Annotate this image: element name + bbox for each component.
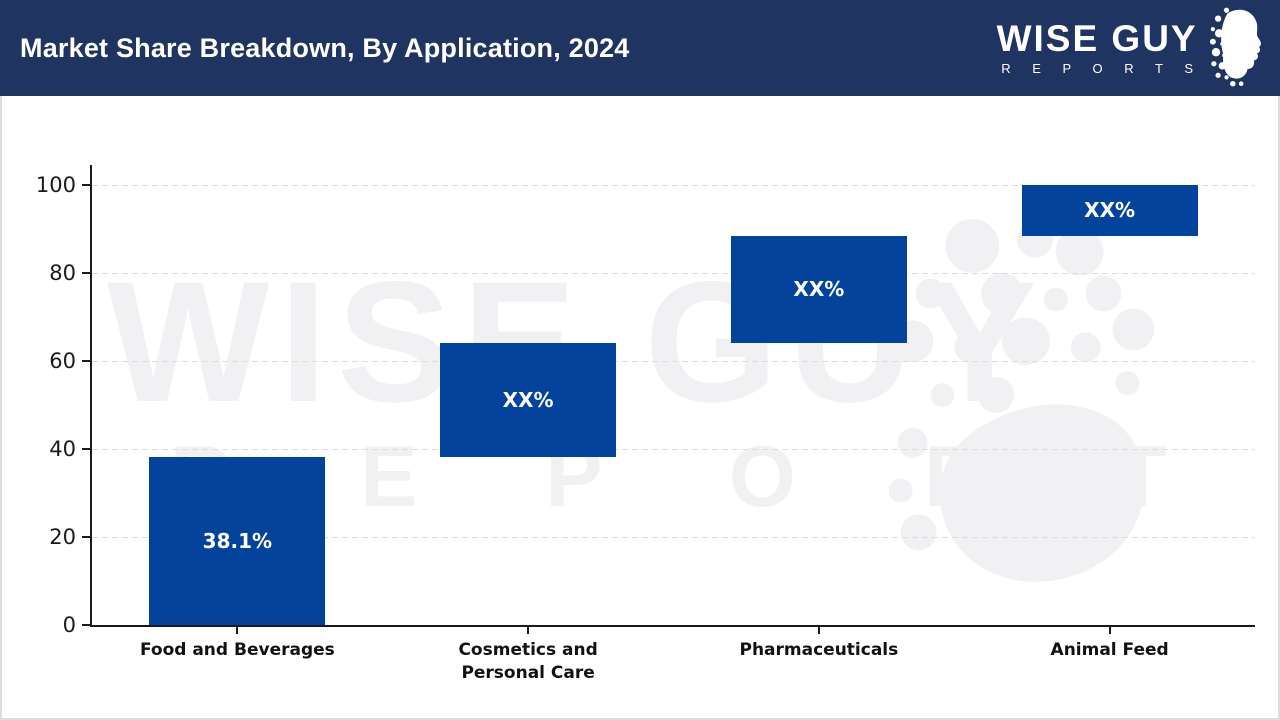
grid-line xyxy=(92,184,1255,186)
y-tick-label: 100 xyxy=(35,172,76,197)
bar-segment: XX% xyxy=(1021,184,1198,236)
y-tick-label: 20 xyxy=(49,524,76,549)
x-tick xyxy=(527,627,530,634)
head-profile-icon xyxy=(1209,7,1261,87)
header-bar: Market Share Breakdown, By Application, … xyxy=(0,0,1280,96)
x-category-label: Pharmaceuticals xyxy=(739,640,899,660)
x-category-label: Food and Beverages xyxy=(139,640,335,660)
x-category-label: Animal Feed xyxy=(1050,640,1169,660)
grid-line xyxy=(92,360,1255,362)
y-tick xyxy=(82,447,90,450)
wise-guy-logo: WISE GUY R E P O R T S xyxy=(992,0,1270,96)
chart-canvas: WISE GUY R E P O R T S 38.1%XX%XX%XX% Fo… xyxy=(0,96,1280,720)
bar-segment: 38.1% xyxy=(149,457,326,625)
y-tick xyxy=(82,183,90,186)
x-tick xyxy=(817,627,820,634)
bar-segment: XX% xyxy=(730,235,907,343)
y-tick xyxy=(82,535,90,538)
plot-area: 38.1% XX% XX% XX% xyxy=(90,165,1255,627)
logo-subtitle: R E P O R T S xyxy=(1001,61,1202,76)
bar-segment: XX% xyxy=(440,342,617,458)
y-tick-label: 80 xyxy=(49,260,76,285)
logo-wordmark: WISE GUY xyxy=(996,18,1198,59)
x-tick xyxy=(236,627,239,634)
page-title: Market Share Breakdown, By Application, … xyxy=(20,32,630,63)
grid-line xyxy=(92,272,1255,274)
y-tick-label: 60 xyxy=(49,348,76,373)
y-tick-label: 40 xyxy=(49,436,76,461)
bar-value-label: XX% xyxy=(502,388,554,413)
x-category-label: Cosmetics and Personal Care xyxy=(458,640,598,683)
y-tick xyxy=(82,271,90,274)
logo-text: WISE GUY R E P O R T S xyxy=(992,20,1202,76)
y-tick-label: 0 xyxy=(62,613,76,637)
y-tick xyxy=(82,359,90,362)
bar-value-label: XX% xyxy=(1084,198,1136,223)
grid-line xyxy=(92,536,1255,538)
grid-line xyxy=(92,448,1255,450)
y-tick xyxy=(82,624,90,626)
bar-value-label: 38.1% xyxy=(202,529,273,554)
x-tick xyxy=(1108,627,1111,634)
bar-value-label: XX% xyxy=(793,277,845,302)
